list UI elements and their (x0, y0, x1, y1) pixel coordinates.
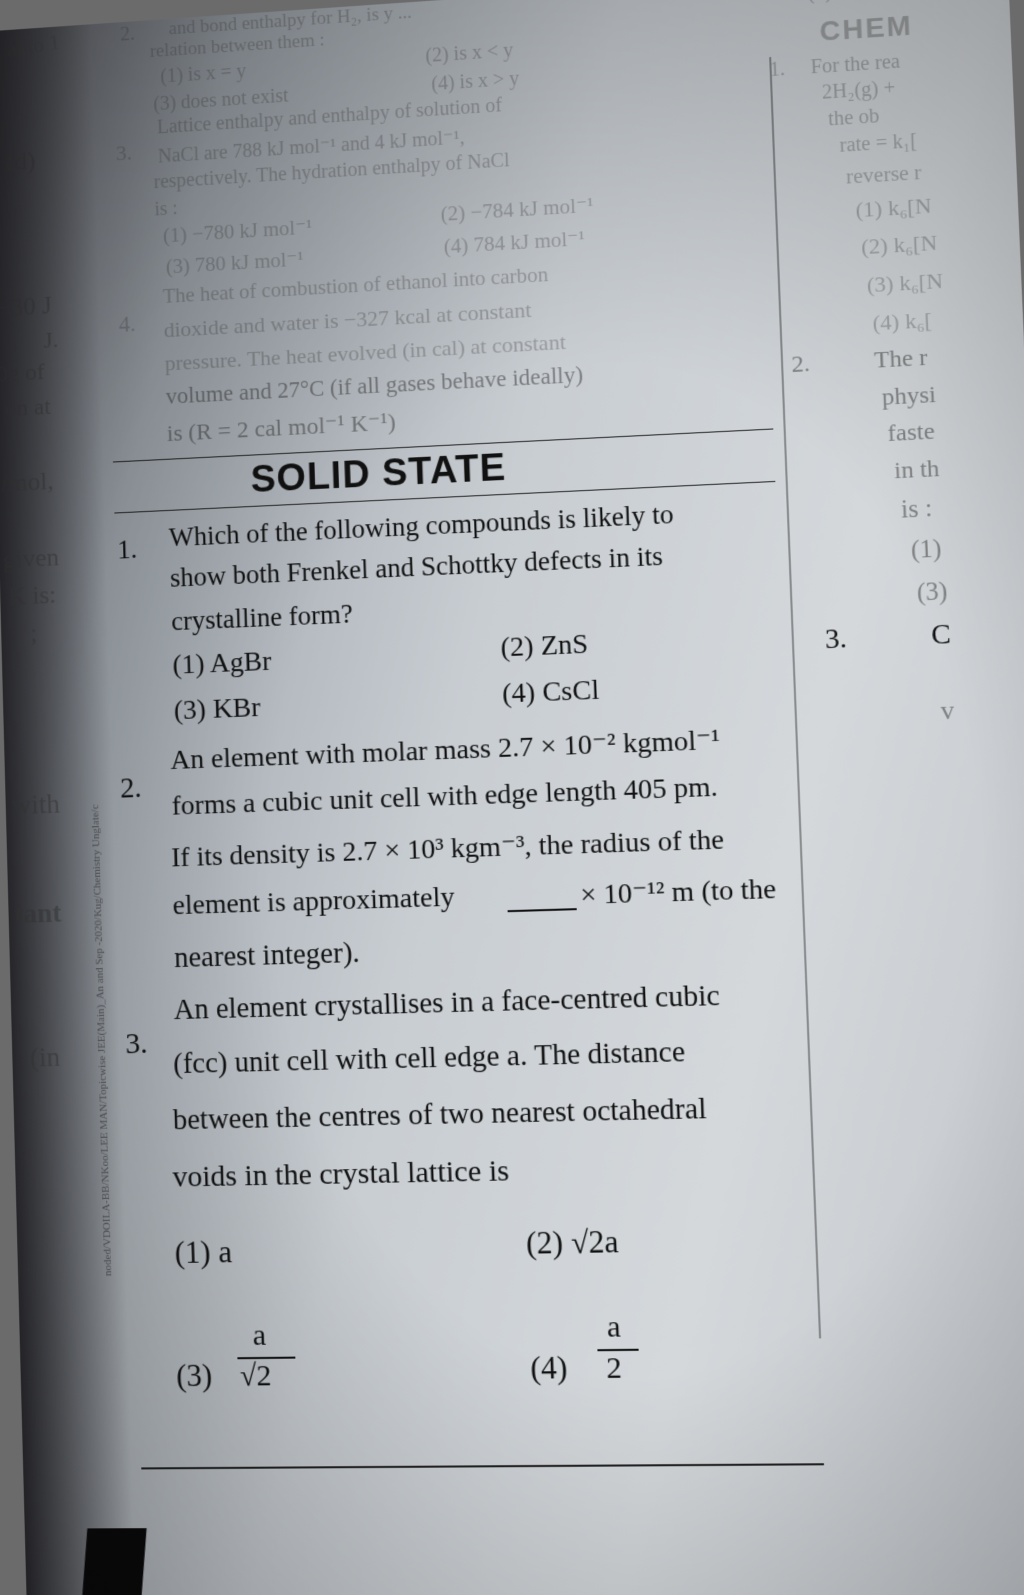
right-text: physi (881, 382, 936, 412)
q1-num: 1. (117, 534, 138, 565)
q2-line4b: × 10⁻¹² m (to the (580, 871, 777, 912)
q3-opt2: (2) √2a (526, 1224, 620, 1262)
right-text: (1) (910, 535, 942, 565)
margin-text: with (11, 789, 60, 822)
q3-opt4-fraction: a 2 (596, 1310, 640, 1383)
right-text: (4) k₆[ (872, 307, 932, 336)
margin-text: given (3, 543, 60, 575)
frac-den: 2 (606, 1351, 648, 1386)
box-bottom-rule (141, 1463, 824, 1469)
margin-text: 0g of (0, 359, 45, 388)
text-line: is : (154, 198, 178, 222)
text-line: (1) is x = y (160, 60, 246, 88)
right-text: 2H₂(g) + (822, 77, 896, 105)
q3-opt3-fraction: a √2 (236, 1318, 296, 1390)
q-num: 2. (120, 23, 135, 46)
right-text: reverse r (845, 160, 921, 190)
q1-opt1: (1) AgBr (172, 646, 272, 682)
frac-num: a (252, 1318, 311, 1353)
section-title: SOLID STATE (250, 447, 507, 502)
margin-text: tant (14, 898, 62, 931)
q1-line: crystalline form? (171, 599, 353, 638)
q3-opt3-pre: (3) (176, 1358, 213, 1395)
right-text: For the rea (810, 51, 900, 80)
right-text: The r (874, 345, 928, 375)
q2-line: If its density is 2.7 × 10³ kgm⁻³, the r… (171, 822, 725, 874)
q2-line: An element with molar mass 2.7 × 10⁻² kg… (170, 723, 721, 777)
frac-num: a (606, 1309, 648, 1344)
right-text: (1) k₆[N (855, 193, 932, 224)
text-line: is (R = 2 cal mol⁻¹ K⁻¹) (166, 408, 396, 448)
right-text: C (931, 619, 952, 652)
margin-text: (d) (6, 146, 36, 177)
chem-label: CHEM (819, 10, 914, 48)
frac-den: √2 (239, 1359, 298, 1394)
right-text: (3) +1, +5 (807, 0, 891, 6)
text-line: (3) 780 kJ mol⁻¹ (166, 247, 304, 280)
q3-line: (fcc) unit cell with cell edge a. The di… (173, 1036, 686, 1082)
q3-line: voids in the crystal lattice is (172, 1154, 510, 1195)
q1-opt3: (3) KBr (173, 692, 260, 727)
margin-text: /mol, (1, 466, 54, 498)
right-text: v (940, 695, 955, 726)
text-line: (2) is x < y (425, 39, 513, 67)
right-text: is : (900, 495, 932, 525)
q-num: 4. (118, 311, 135, 337)
q2-num: 2. (120, 772, 142, 805)
q2-line: nearest integer). (174, 937, 360, 975)
q3-line: between the centres of two nearest octah… (172, 1093, 707, 1138)
q3-num: 3. (125, 1027, 148, 1062)
right-text: in th (894, 456, 940, 486)
q3-line: An element crystallises in a face-centre… (173, 980, 720, 1028)
text-line: (4) is x > y (431, 68, 520, 96)
right-text: 2. (791, 351, 811, 379)
right-text: the ob (828, 105, 880, 131)
margin-text: K is: (8, 580, 57, 612)
right-text: faste (887, 418, 935, 448)
q1-opt4: (4) CsCl (502, 675, 600, 711)
q-num: 3. (116, 140, 133, 166)
column-divider (769, 57, 821, 1338)
margin-text: ; (30, 618, 38, 648)
right-text: (3) k₆[N (866, 268, 943, 298)
right-text: (3) (916, 578, 948, 608)
q2-line: forms a cubic unit cell with edge length… (171, 771, 718, 822)
margin-text: on at (5, 394, 51, 423)
blank-underline (508, 908, 577, 912)
right-text: 3. (824, 623, 847, 656)
text-line: (4) 784 kJ mol⁻¹ (443, 226, 585, 259)
q3-opt1: (1) a (174, 1234, 232, 1271)
right-text: (2) k₆[N (861, 230, 938, 261)
page-corner (82, 1528, 147, 1595)
margin-text: J. (43, 327, 59, 354)
q1-opt2: (2) ZnS (500, 629, 589, 665)
text-line: (2) −784 kJ mol⁻¹ (440, 193, 594, 227)
q2-line4a: element is approximately (172, 882, 455, 923)
right-text: rate = k₁[ (839, 130, 917, 158)
text-line: (1) −780 kJ mol⁻¹ (163, 215, 313, 248)
margin-text: (in (30, 1042, 61, 1075)
q3-opt4-pre: (4) (530, 1350, 568, 1387)
margin-text: −30 J (0, 291, 52, 323)
